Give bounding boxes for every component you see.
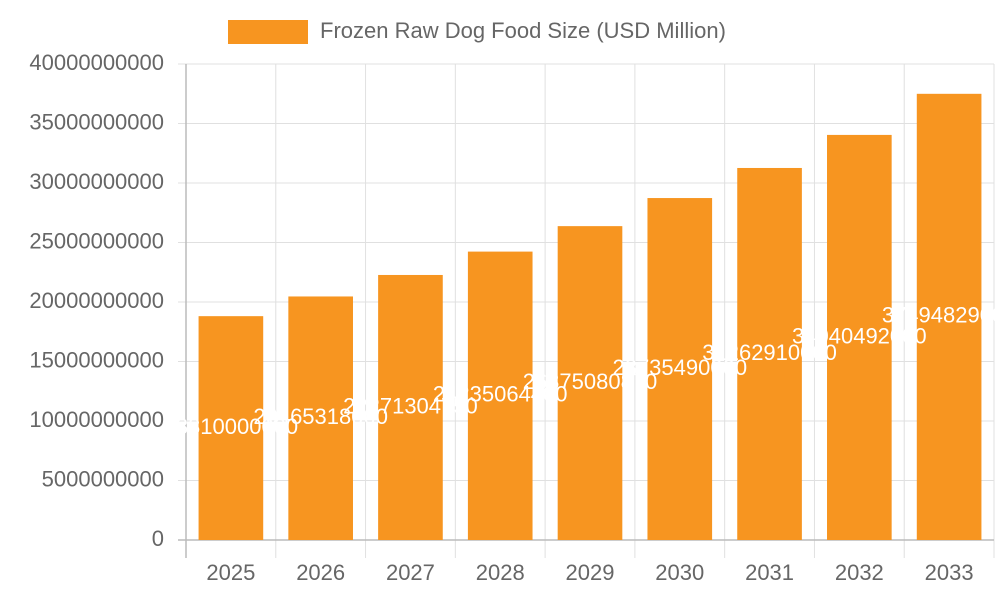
value-label: 26375080870 [523,369,658,394]
value-label: 20465318000 [253,404,388,429]
value-label: 31262910000 [702,340,837,365]
x-tick-label: 2029 [566,560,615,585]
bar [647,198,713,540]
x-tick-label: 2032 [835,560,884,585]
y-tick-label: 5000000000 [42,466,164,491]
bar [288,296,353,540]
bar [557,226,623,540]
y-tick-label: 35000000000 [29,109,164,134]
legend-label[interactable]: Frozen Raw Dog Food Size (USD Million) [320,18,726,43]
value-label: 22271304750 [343,393,478,418]
y-tick-label: 15000000000 [29,347,164,372]
bar [378,274,443,540]
value-label: 18810000000 [164,414,299,439]
x-tick-label: 2028 [476,560,525,585]
bar [467,251,533,541]
value-label: 37494829000 [882,303,1000,328]
value-label: 24235064400 [433,382,568,407]
bar [916,93,982,541]
bar [737,167,802,540]
y-tick-label: 25000000000 [29,228,164,253]
y-tick-label: 30000000000 [29,169,164,194]
x-tick-label: 2027 [386,560,435,585]
x-tick-label: 2033 [925,560,974,585]
y-tick-label: 0 [152,526,164,551]
y-tick-label: 10000000000 [29,407,164,432]
y-tick-label: 40000000000 [29,50,164,75]
x-tick-label: 2025 [206,560,255,585]
x-tick-label: 2030 [655,560,704,585]
legend-swatch[interactable] [228,20,308,44]
x-tick-label: 2031 [745,560,794,585]
x-tick-label: 2026 [296,560,345,585]
y-tick-label: 20000000000 [29,288,164,313]
value-label: 28735490000 [612,355,747,380]
bar [827,134,892,540]
value-label: 34040492000 [792,323,927,348]
bar [198,316,264,540]
